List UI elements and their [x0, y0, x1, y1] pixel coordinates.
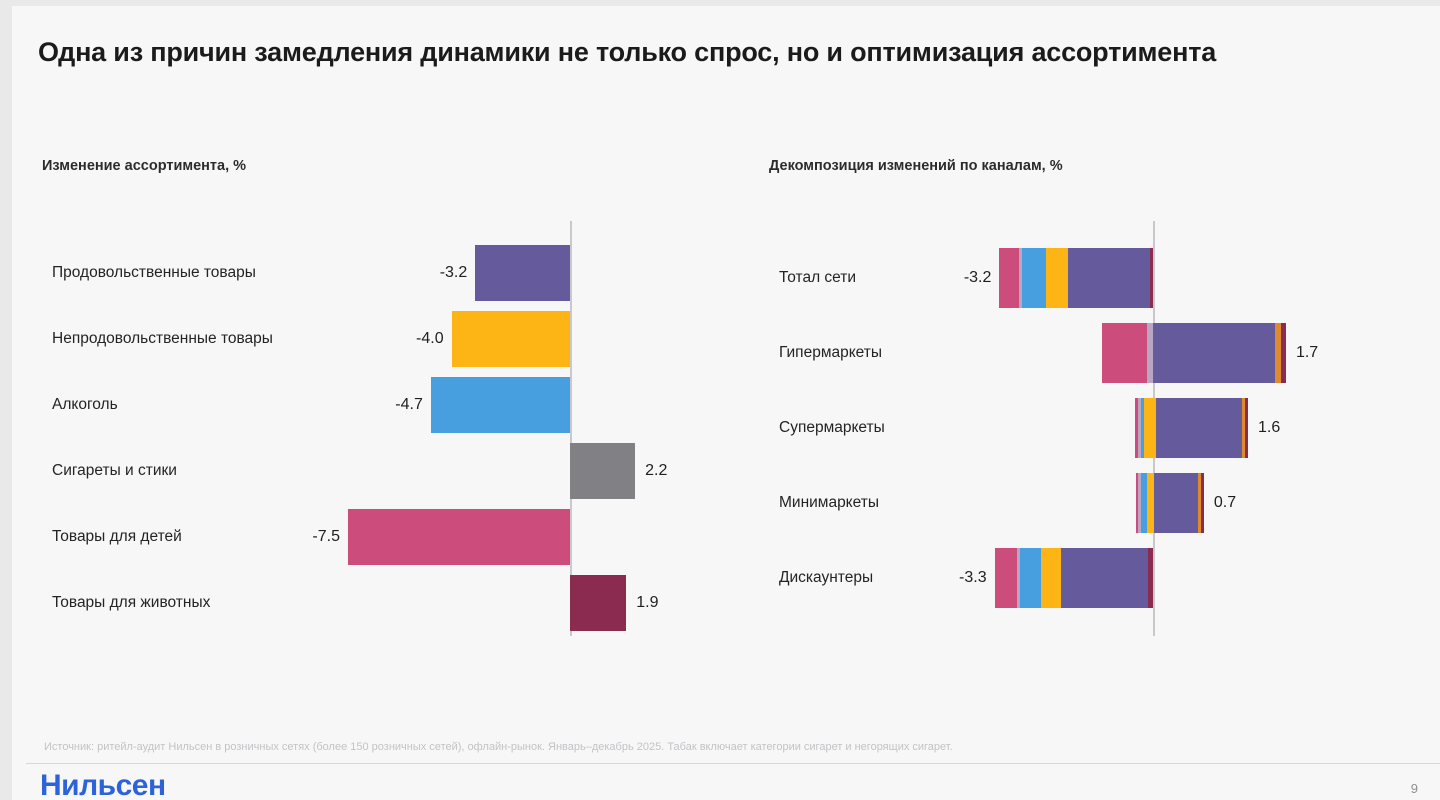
bar-segment — [451, 311, 570, 367]
footer-divider — [26, 763, 1440, 764]
bar-segment — [1241, 398, 1245, 458]
bar — [348, 509, 570, 565]
bar-segment — [1019, 248, 1023, 308]
value-label: 0.7 — [1213, 494, 1237, 511]
bar-segment — [1148, 548, 1153, 608]
category-label: Гипермаркеты — [779, 344, 883, 361]
source-note: Источник: ритейл-аудит Нильсен в розничн… — [44, 741, 953, 753]
bar — [1135, 473, 1204, 533]
bar-segment — [1147, 323, 1153, 383]
channel-decomposition-chart: Тотал сети -3.2 Гипермаркеты 1.7 Супермаркет… — [769, 211, 1429, 641]
bar-segment — [1019, 548, 1041, 608]
bar-segment — [1198, 473, 1202, 533]
bar-segment — [999, 248, 1020, 308]
category-label: Тотал сети — [779, 269, 857, 286]
bar-segment — [570, 443, 636, 499]
bar-segment — [1149, 248, 1153, 308]
chart-left-subtitle: Изменение ассортимента, % — [42, 158, 247, 174]
category-label: Товары для детей — [52, 528, 182, 545]
bar-segment — [1134, 398, 1138, 458]
bar-segment — [1101, 323, 1148, 383]
bar — [475, 245, 570, 301]
page-number: 9 — [1410, 781, 1418, 796]
category-label: Алкоголь — [52, 396, 118, 413]
bar — [994, 548, 1153, 608]
bar-segment — [994, 548, 1017, 608]
value-label: -3.3 — [959, 569, 987, 586]
bar-segment — [1016, 548, 1020, 608]
bar — [451, 311, 570, 367]
chart-right-subtitle: Декомпозиция изменений по каналам, % — [769, 158, 1063, 174]
bar-segment — [1068, 248, 1150, 308]
bar-segment — [1143, 398, 1156, 458]
bar-segment — [1244, 398, 1249, 458]
bar-segment — [1046, 248, 1069, 308]
category-label: Товары для животных — [52, 594, 211, 611]
value-label: 1.7 — [1295, 344, 1319, 361]
bar-segment — [1040, 548, 1061, 608]
bar-segment — [1155, 398, 1242, 458]
category-label: Сигареты и стики — [52, 462, 177, 479]
assortment-change-chart: Продовольственные товары -3.2 Непродовольс… — [38, 211, 738, 641]
bar-segment — [1137, 398, 1141, 458]
bar — [1134, 398, 1249, 458]
bar — [1101, 323, 1286, 383]
value-label: -4.7 — [395, 396, 423, 413]
bar-segment — [1275, 323, 1282, 383]
bar-segment — [1281, 323, 1286, 383]
category-label: Супермаркеты — [779, 419, 885, 436]
value-label: -7.5 — [312, 528, 340, 545]
bar-segment — [1140, 398, 1144, 458]
category-label: Дискаунтеры — [779, 569, 874, 586]
value-label: -3.2 — [439, 264, 468, 281]
value-label: -4.0 — [416, 330, 444, 347]
value-label: 1.9 — [636, 594, 659, 611]
bar — [999, 248, 1153, 308]
value-label: 2.2 — [645, 462, 668, 479]
bar-segment — [1201, 473, 1204, 533]
bar-segment — [1146, 473, 1154, 533]
bar-segment — [1135, 473, 1139, 533]
bar-segment — [475, 245, 570, 301]
bar-segment — [1152, 323, 1276, 383]
nielsen-logo: Нильсен — [40, 769, 166, 800]
bar-segment — [430, 377, 570, 433]
category-label: Продовольственные товары — [52, 264, 256, 281]
bar — [570, 575, 627, 631]
bar — [570, 443, 636, 499]
bar-segment — [348, 509, 570, 565]
bar-segment — [1153, 473, 1199, 533]
slide-canvas: Одна из причин замедления динамики не то… — [12, 6, 1440, 800]
bar — [430, 377, 570, 433]
bar-segment — [1060, 548, 1149, 608]
category-label: Минимаркеты — [779, 494, 879, 511]
category-label: Непродовольственные товары — [52, 330, 273, 347]
zero-axis-line — [570, 221, 572, 636]
value-label: -3.2 — [963, 269, 992, 286]
bar-segment — [1138, 473, 1142, 533]
bar-segment — [1141, 473, 1147, 533]
value-label: 1.6 — [1258, 419, 1281, 436]
page-title: Одна из причин замедления динамики не то… — [38, 37, 1217, 67]
bar-segment — [570, 575, 627, 631]
bar-segment — [1022, 248, 1047, 308]
